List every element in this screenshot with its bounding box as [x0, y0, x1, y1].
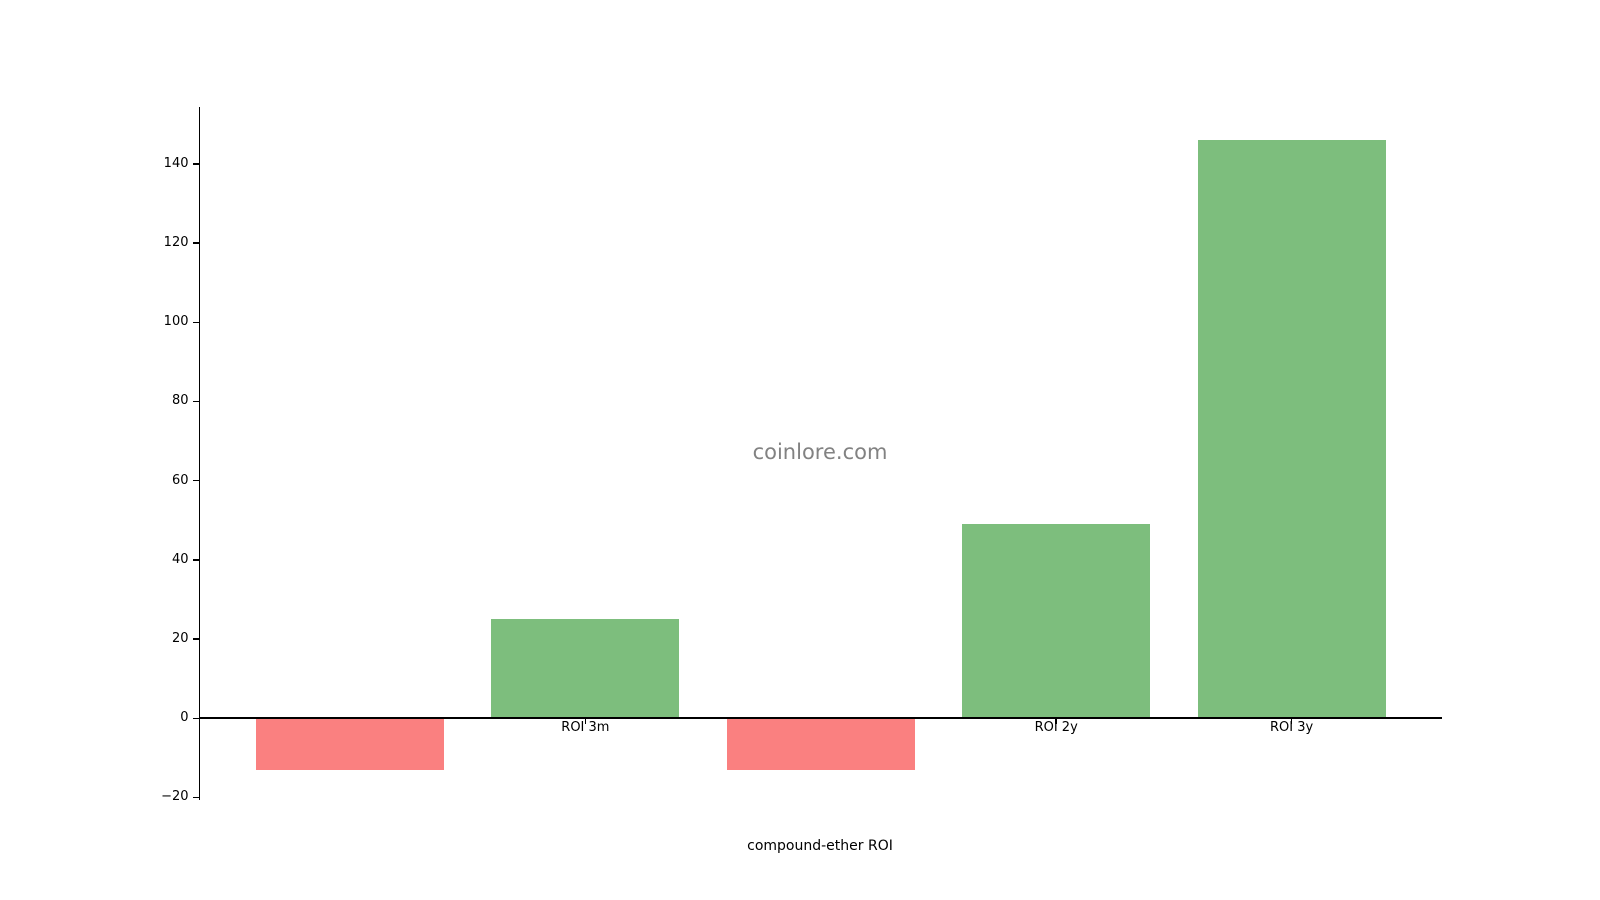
y-tick-label: 80 [171, 393, 189, 409]
x-axis-title: compound-ether ROI [747, 838, 893, 854]
watermark: coinlore.com [752, 440, 888, 464]
y-tick-label: 0 [180, 710, 189, 726]
y-tick-label: 20 [171, 631, 189, 647]
y-tick-label: 100 [163, 314, 189, 330]
x-tick-label: ROI 2y [1034, 720, 1078, 736]
y-tick-label: 40 [171, 551, 189, 567]
y-tick-label: 120 [163, 235, 189, 251]
y-tick-mark [192, 559, 199, 561]
bar-2 [726, 718, 915, 770]
bar-roi-2y [962, 524, 1151, 719]
y-tick-mark [192, 242, 199, 244]
x-tick-mark [1055, 717, 1057, 724]
y-tick-mark [192, 321, 199, 323]
x-tick-label: ROI 3y [1269, 720, 1314, 736]
x-tick-mark [1290, 717, 1293, 724]
y-tick-mark [192, 717, 199, 719]
y-tick-mark [192, 400, 199, 403]
x-tick-label: ROI 3m [561, 720, 610, 736]
y-tick-label: −20 [161, 789, 189, 805]
y-tick-mark [192, 163, 199, 165]
bar-0 [256, 718, 444, 770]
y-tick-mark [192, 796, 199, 799]
y-axis-spine [198, 107, 200, 800]
y-tick-mark [192, 638, 199, 640]
bar-roi-3m [491, 619, 680, 719]
x-tick-mark [584, 717, 587, 724]
x-axis-zero-line [198, 717, 1442, 719]
y-tick-label: 140 [163, 155, 189, 171]
y-tick-mark [192, 479, 199, 482]
y-tick-label: 60 [171, 472, 189, 488]
bar-roi-3y [1197, 140, 1386, 719]
